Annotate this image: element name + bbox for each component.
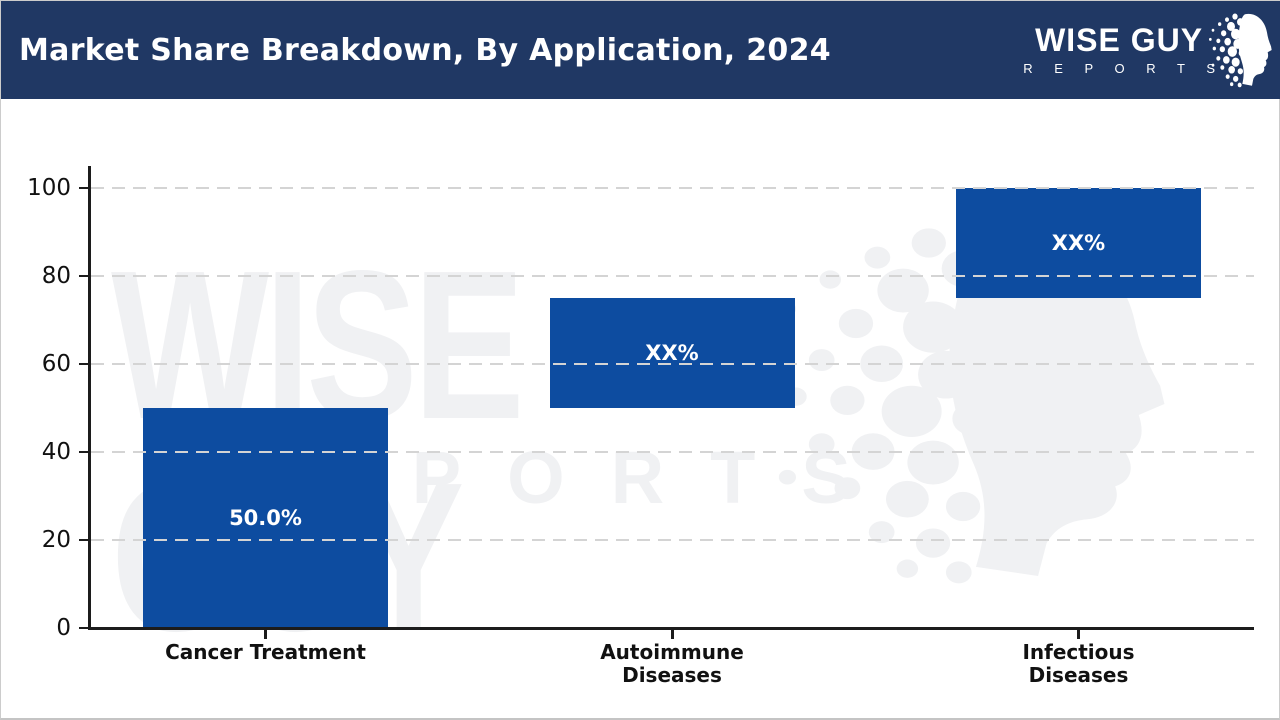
y-tick-mark [79, 539, 88, 541]
y-axis-spine [88, 166, 91, 630]
x-tick-mark [1077, 630, 1080, 639]
bar-segment [549, 298, 795, 408]
y-tick-label: 0 [56, 615, 71, 641]
y-tick-label: 100 [27, 175, 71, 201]
gridline [91, 539, 1254, 541]
gridline [91, 275, 1254, 277]
y-tick-mark [79, 187, 88, 189]
y-tick-mark [79, 451, 88, 453]
gridline [91, 451, 1254, 453]
category-label: Cancer Treatment [165, 640, 366, 664]
category-label: Infectious Diseases [1022, 640, 1135, 687]
y-tick-mark [79, 627, 88, 629]
bar-value-label: XX% [645, 341, 699, 365]
header: Market Share Breakdown, By Application, … [1, 1, 1280, 99]
y-tick-label: 20 [41, 527, 71, 553]
logo-subtitle: R E P O R T S [1023, 61, 1224, 76]
wise-guy-logo: WISE GUY R E P O R T S [1023, 12, 1273, 88]
category-label: Autoimmune Diseases [600, 640, 744, 687]
y-tick-mark [79, 363, 88, 365]
x-tick-mark [264, 630, 267, 639]
bar-value-label: XX% [1051, 231, 1106, 255]
gridline [91, 363, 1254, 365]
y-tick-label: 60 [41, 351, 71, 377]
bar-value-label: 50.0% [229, 506, 302, 530]
bar-segment [143, 408, 388, 628]
logo-title: WISE GUY [1035, 22, 1204, 58]
y-tick-mark [79, 275, 88, 277]
y-tick-label: 80 [41, 263, 71, 289]
y-tick-label: 40 [41, 439, 71, 465]
dotted-head-icon [1209, 13, 1272, 88]
gridline [91, 187, 1254, 189]
logo-wordmark: WISE GUY R E P O R T S [1023, 24, 1215, 76]
chart-title: Market Share Breakdown, By Application, … [19, 32, 831, 68]
x-tick-mark [670, 630, 674, 639]
x-axis-spine [88, 627, 1254, 630]
